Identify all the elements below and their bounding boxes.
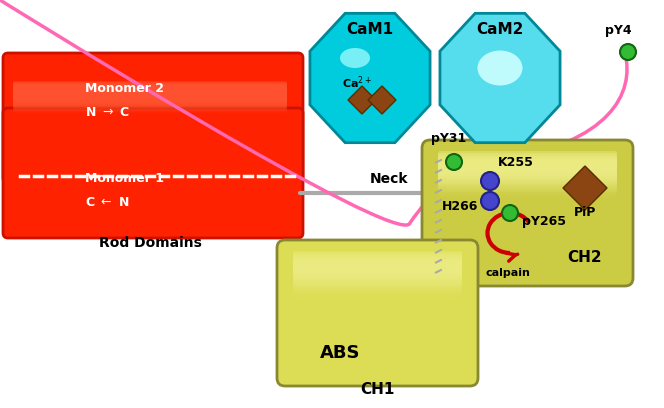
Text: pY31: pY31 [432,132,467,145]
Polygon shape [440,13,560,143]
FancyBboxPatch shape [13,85,287,104]
Circle shape [481,172,499,190]
FancyBboxPatch shape [13,82,287,100]
FancyBboxPatch shape [438,175,617,194]
FancyBboxPatch shape [13,93,287,111]
Polygon shape [348,86,376,114]
FancyBboxPatch shape [438,157,617,176]
FancyBboxPatch shape [13,87,287,106]
FancyBboxPatch shape [13,92,287,111]
FancyBboxPatch shape [293,255,462,274]
FancyBboxPatch shape [13,86,287,106]
Text: C $\leftarrow$ N: C $\leftarrow$ N [85,197,129,209]
FancyBboxPatch shape [13,84,287,104]
FancyBboxPatch shape [3,108,303,238]
FancyBboxPatch shape [422,140,633,286]
FancyBboxPatch shape [13,91,287,109]
FancyBboxPatch shape [13,91,287,110]
FancyBboxPatch shape [438,163,617,182]
Circle shape [446,154,462,170]
Text: Ca$^{2+}$: Ca$^{2+}$ [342,75,372,91]
Circle shape [502,205,518,221]
FancyBboxPatch shape [277,240,478,386]
Polygon shape [563,166,607,210]
FancyBboxPatch shape [438,159,617,178]
FancyBboxPatch shape [13,84,287,103]
FancyBboxPatch shape [293,275,462,294]
Text: CH1: CH1 [361,383,394,397]
FancyBboxPatch shape [13,89,287,108]
FancyBboxPatch shape [13,82,287,101]
FancyBboxPatch shape [13,81,287,100]
Ellipse shape [340,48,370,68]
FancyBboxPatch shape [13,89,287,109]
FancyBboxPatch shape [293,253,462,272]
Polygon shape [368,86,396,114]
Polygon shape [310,13,430,143]
FancyBboxPatch shape [13,93,287,112]
FancyBboxPatch shape [293,259,462,278]
Circle shape [620,44,636,60]
FancyBboxPatch shape [13,88,287,107]
FancyBboxPatch shape [13,83,287,102]
FancyBboxPatch shape [438,155,617,174]
Text: Monomer 1: Monomer 1 [85,171,164,184]
Circle shape [481,192,499,210]
Text: H266: H266 [442,200,478,213]
FancyBboxPatch shape [293,251,462,270]
Text: CaM2: CaM2 [476,22,524,38]
FancyBboxPatch shape [293,263,462,282]
FancyBboxPatch shape [438,177,617,196]
FancyBboxPatch shape [438,173,617,192]
FancyBboxPatch shape [438,153,617,172]
FancyBboxPatch shape [293,271,462,290]
Ellipse shape [477,51,523,86]
Text: Rod Domains: Rod Domains [98,236,201,250]
FancyBboxPatch shape [13,90,287,109]
FancyBboxPatch shape [438,165,617,184]
FancyBboxPatch shape [13,89,287,107]
FancyBboxPatch shape [293,265,462,284]
Text: Monomer 2: Monomer 2 [85,82,164,95]
FancyBboxPatch shape [293,269,462,288]
FancyBboxPatch shape [293,257,462,276]
FancyBboxPatch shape [293,267,462,286]
Text: calpain: calpain [485,268,531,278]
FancyBboxPatch shape [293,261,462,280]
Text: K255: K255 [498,156,534,169]
Text: pY265: pY265 [522,215,566,228]
Text: N $\rightarrow$ C: N $\rightarrow$ C [85,106,130,120]
FancyBboxPatch shape [13,86,287,105]
Text: ABS: ABS [320,344,361,362]
Text: PiP: PiP [574,206,596,220]
FancyBboxPatch shape [13,91,287,111]
FancyBboxPatch shape [13,82,287,102]
FancyBboxPatch shape [438,171,617,190]
FancyBboxPatch shape [13,87,287,106]
FancyBboxPatch shape [293,273,462,292]
Text: pY4: pY4 [605,24,631,37]
FancyBboxPatch shape [438,167,617,186]
FancyBboxPatch shape [13,86,287,104]
Text: Neck: Neck [370,172,408,186]
FancyBboxPatch shape [13,84,287,102]
FancyBboxPatch shape [3,53,303,183]
FancyBboxPatch shape [438,151,617,170]
Text: CaM1: CaM1 [347,22,394,38]
FancyBboxPatch shape [438,169,617,188]
FancyBboxPatch shape [438,161,617,180]
Text: CH2: CH2 [568,251,602,266]
